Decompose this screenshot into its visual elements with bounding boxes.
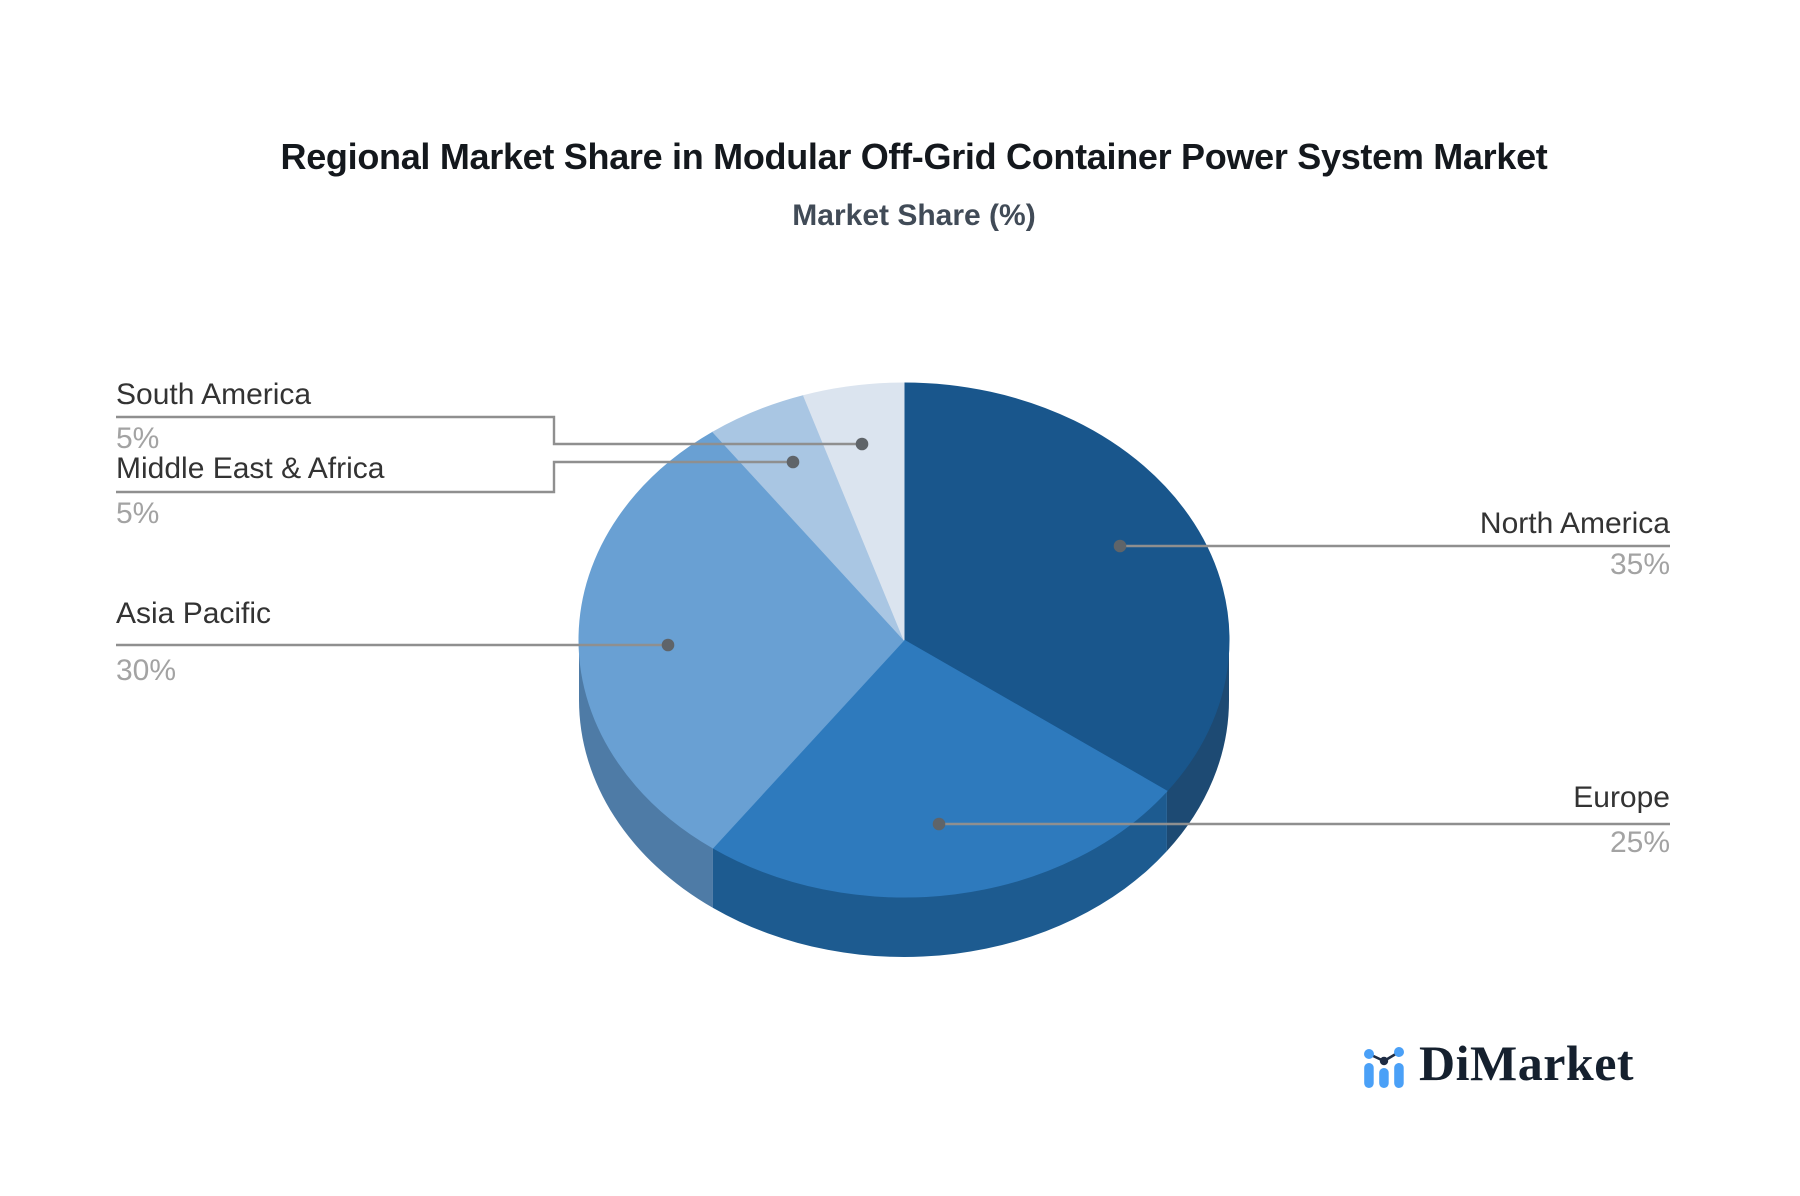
leader-dot-south-america <box>855 437 869 451</box>
pie-slice-asia-pacific[interactable] <box>578 431 905 849</box>
leader-dot-europe <box>932 817 946 831</box>
pie-slice-south-america[interactable] <box>802 382 905 641</box>
dimarket-logo: DiMarket <box>1362 1038 1634 1088</box>
leader-dot-middle-east-africa <box>786 455 800 469</box>
leader-line-south-america <box>116 415 862 446</box>
callout-label-south-america: South America <box>116 378 312 411</box>
leader-line-middle-east-africa <box>116 460 793 494</box>
logo-wordmark: DiMarket <box>1419 1035 1635 1091</box>
callout-label-europe: Europe <box>1573 781 1670 814</box>
callout-value-middle-east-africa: 5% <box>116 497 160 530</box>
pie-slice-side-north-america <box>1166 640 1229 852</box>
chart-subtitle: Market Share (%) <box>792 199 1036 232</box>
callout-label-north-america: North America <box>1479 507 1670 540</box>
callout-value-south-america: 5% <box>116 422 160 455</box>
leader-dot-asia-pacific <box>661 638 675 652</box>
pie-slice-side-asia-pacific <box>579 640 713 908</box>
callout-value-asia-pacific: 30% <box>116 654 177 687</box>
callout-label-asia-pacific: Asia Pacific <box>116 597 272 630</box>
callout-value-north-america: 35% <box>1609 548 1670 581</box>
chart-title: Regional Market Share in Modular Off-Gri… <box>280 136 1548 177</box>
pie-slice-side-europe <box>712 791 1167 958</box>
pie-slice-north-america[interactable] <box>903 382 1230 792</box>
bar-chart-logo-icon <box>1364 1047 1404 1088</box>
callout-label-middle-east-africa: Middle East & Africa <box>116 452 385 485</box>
leader-dot-north-america <box>1113 539 1127 553</box>
pie-slice-europe[interactable] <box>712 639 1168 898</box>
callout-value-europe: 25% <box>1609 826 1670 859</box>
